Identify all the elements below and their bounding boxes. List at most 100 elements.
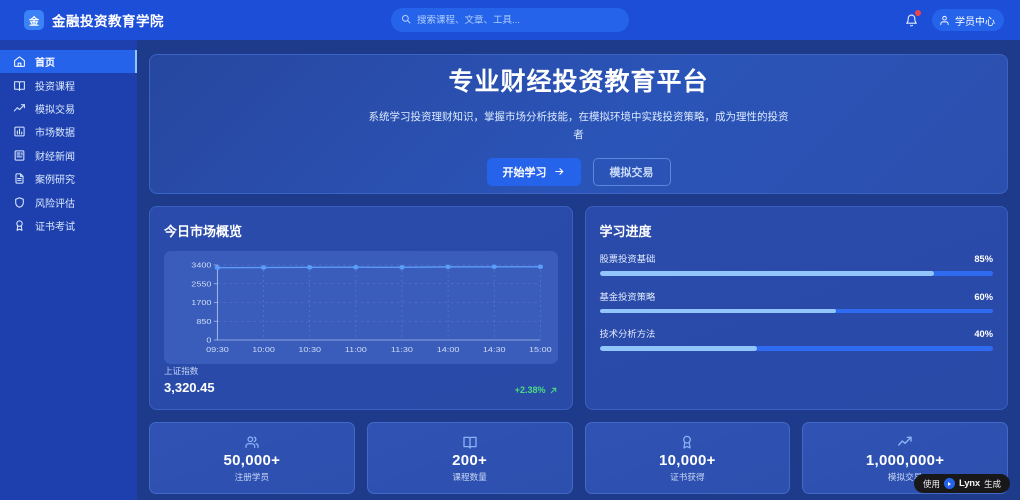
search-input[interactable] [417, 14, 619, 26]
sidebar-item-label: 投资课程 [35, 81, 75, 93]
search-icon [401, 11, 411, 29]
start-learning-button[interactable]: 开始学习 [486, 157, 581, 186]
market-card-title: 今日市场概览 [164, 224, 243, 239]
user-center-button[interactable]: 学员中心 [932, 9, 1004, 31]
sidebar-item-2[interactable]: 模拟交易 [0, 97, 137, 120]
sidebar-nav: 首页投资课程模拟交易市场数据财经新闻案例研究风险评估证书考试 [0, 50, 137, 237]
progress-fill [599, 271, 934, 276]
market-overview-card: 今日市场概览 0 850 1700 2550 3400 09:30 10:00 10:30 11… [149, 206, 573, 410]
users-icon [244, 434, 260, 450]
index-name: 上证指数 [164, 366, 199, 376]
stat-label: 注册学员 [234, 471, 270, 482]
sidebar-item-3[interactable]: 市场数据 [0, 120, 137, 143]
progress-head: 基金投资策略 60% [600, 289, 994, 303]
user-icon [940, 15, 949, 25]
lynx-logo-icon [943, 478, 955, 489]
svg-text:14:30: 14:30 [483, 345, 506, 354]
sidebar-item-label: 首页 [35, 58, 55, 70]
index-change: +2.38% [515, 385, 558, 395]
lynx-watermark: 使用 Lynx 生成 [913, 474, 1010, 493]
header-actions: 学员中心 [760, 9, 1004, 31]
watermark-suffix: 生成 [983, 478, 1001, 489]
progress-item: 技术分析方法 40% [599, 326, 994, 351]
progress-track [599, 308, 993, 313]
stat-label: 课程数量 [452, 471, 487, 482]
watermark-prefix: 使用 [922, 478, 940, 489]
progress-percent: 85% [974, 254, 993, 264]
svg-text:2550: 2550 [191, 279, 212, 288]
trending-up-icon [13, 102, 26, 115]
sidebar-item-label: 市场数据 [35, 128, 75, 140]
svg-text:09:30: 09:30 [206, 345, 229, 354]
notification-bell-button[interactable] [902, 10, 921, 29]
simulated-trading-button[interactable]: 模拟交易 [592, 157, 671, 186]
sidebar-item-label: 案例研究 [35, 175, 75, 187]
hero-subtitle: 系统学习投资理财知识，掌握市场分析技能，在模拟环境中实践投资策略，成为理性的投资… [368, 111, 789, 141]
progress-label: 技术分析方法 [599, 329, 656, 339]
award-icon [679, 434, 695, 450]
progress-head: 技术分析方法 40% [600, 326, 994, 340]
hero-buttons: 开始学习 模拟交易 [486, 157, 671, 186]
sidebar-item-label: 风险评估 [35, 198, 75, 210]
svg-text:0: 0 [206, 335, 211, 344]
progress-item: 股票投资基础 85% [599, 251, 993, 276]
stat-label: 模拟交易 [887, 471, 923, 482]
index-info: 上证指数 3,320.45 [164, 365, 215, 395]
progress-track [599, 271, 993, 276]
line-chart-svg: 0 850 1700 2550 3400 09:30 10:00 10:30 11:00 11:3… [191, 260, 552, 354]
learning-progress-card: 学习进度 股票投资基础 85% 基金投资策略 60% 技术分析方法 40% [584, 206, 1008, 410]
watermark-brand: Lynx [958, 478, 980, 489]
svg-text:11:00: 11:00 [345, 345, 367, 354]
user-center-label: 学员中心 [955, 16, 995, 28]
book-open-icon [462, 434, 478, 450]
arrow-right-icon [554, 168, 563, 176]
stat-value: 50,000+ [223, 451, 281, 469]
document-icon [13, 172, 26, 185]
stat-card: 200+ 课程数量 [366, 422, 573, 494]
brand[interactable]: 金 金融投资教育学院 [16, 10, 260, 30]
hero-banner: 专业财经投资教育平台 系统学习投资理财知识，掌握市场分析技能，在模拟环境中实践投… [149, 54, 1008, 194]
main-content: 专业财经投资教育平台 系统学习投资理财知识，掌握市场分析技能，在模拟环境中实践投… [137, 40, 1020, 500]
svg-text:11:30: 11:30 [391, 345, 413, 354]
svg-text:3400: 3400 [191, 260, 212, 269]
index-change-value: +2.38% [514, 385, 546, 395]
stat-card: 10,000+ 证书获得 [584, 422, 791, 494]
top-header: 金 金融投资教育学院 [0, 0, 1020, 40]
progress-list: 股票投资基础 85% 基金投资策略 60% 技术分析方法 40% [599, 251, 994, 364]
brand-logo-icon: 金 [24, 10, 44, 30]
shield-icon [13, 196, 26, 209]
home-icon [13, 55, 26, 68]
sidebar-item-6[interactable]: 风险评估 [0, 190, 137, 213]
sidebar-item-4[interactable]: 财经新闻 [0, 144, 137, 167]
search-box[interactable] [391, 8, 629, 32]
progress-percent: 60% [974, 291, 993, 302]
progress-percent: 40% [974, 329, 993, 339]
search-wrapper [260, 8, 760, 32]
sidebar-item-label: 模拟交易 [35, 104, 75, 116]
bell-icon [905, 14, 917, 26]
notification-badge-dot [915, 10, 921, 16]
index-value: 3,320.45 [164, 380, 215, 395]
svg-text:14:00: 14:00 [437, 345, 460, 354]
progress-track [599, 346, 993, 351]
sidebar-item-5[interactable]: 案例研究 [0, 167, 137, 190]
hero-title: 专业财经投资教育平台 [448, 68, 709, 97]
svg-text:10:00: 10:00 [252, 345, 275, 354]
progress-fill [599, 346, 757, 351]
market-chart[interactable]: 0 850 1700 2550 3400 09:30 10:00 10:30 11:00 11:3… [164, 251, 558, 364]
sidebar-item-1[interactable]: 投资课程 [0, 73, 137, 96]
sidebar-item-0[interactable]: 首页 [0, 50, 137, 74]
book-icon [13, 79, 26, 92]
page-body: 首页 投资课程 模拟交易 市场数据 财经新闻 案例研究 风险评估 证书考试 专业财经投资教育平… [0, 40, 1020, 500]
bar-chart-icon [13, 125, 26, 138]
progress-item: 基金投资策略 60% [599, 289, 994, 313]
stat-label: 证书获得 [670, 471, 705, 482]
trending-up-icon [897, 434, 913, 450]
progress-fill [599, 308, 836, 313]
sidebar-item-7[interactable]: 证书考试 [0, 214, 137, 237]
stat-value: 200+ [452, 451, 488, 469]
stat-card: 50,000+ 注册学员 [149, 422, 355, 494]
stats-row: 50,000+ 注册学员 200+ 课程数量 10,000+ 证书获得 1,000,000+… [149, 422, 1008, 494]
sidebar-item-label: 证书考试 [35, 221, 75, 233]
